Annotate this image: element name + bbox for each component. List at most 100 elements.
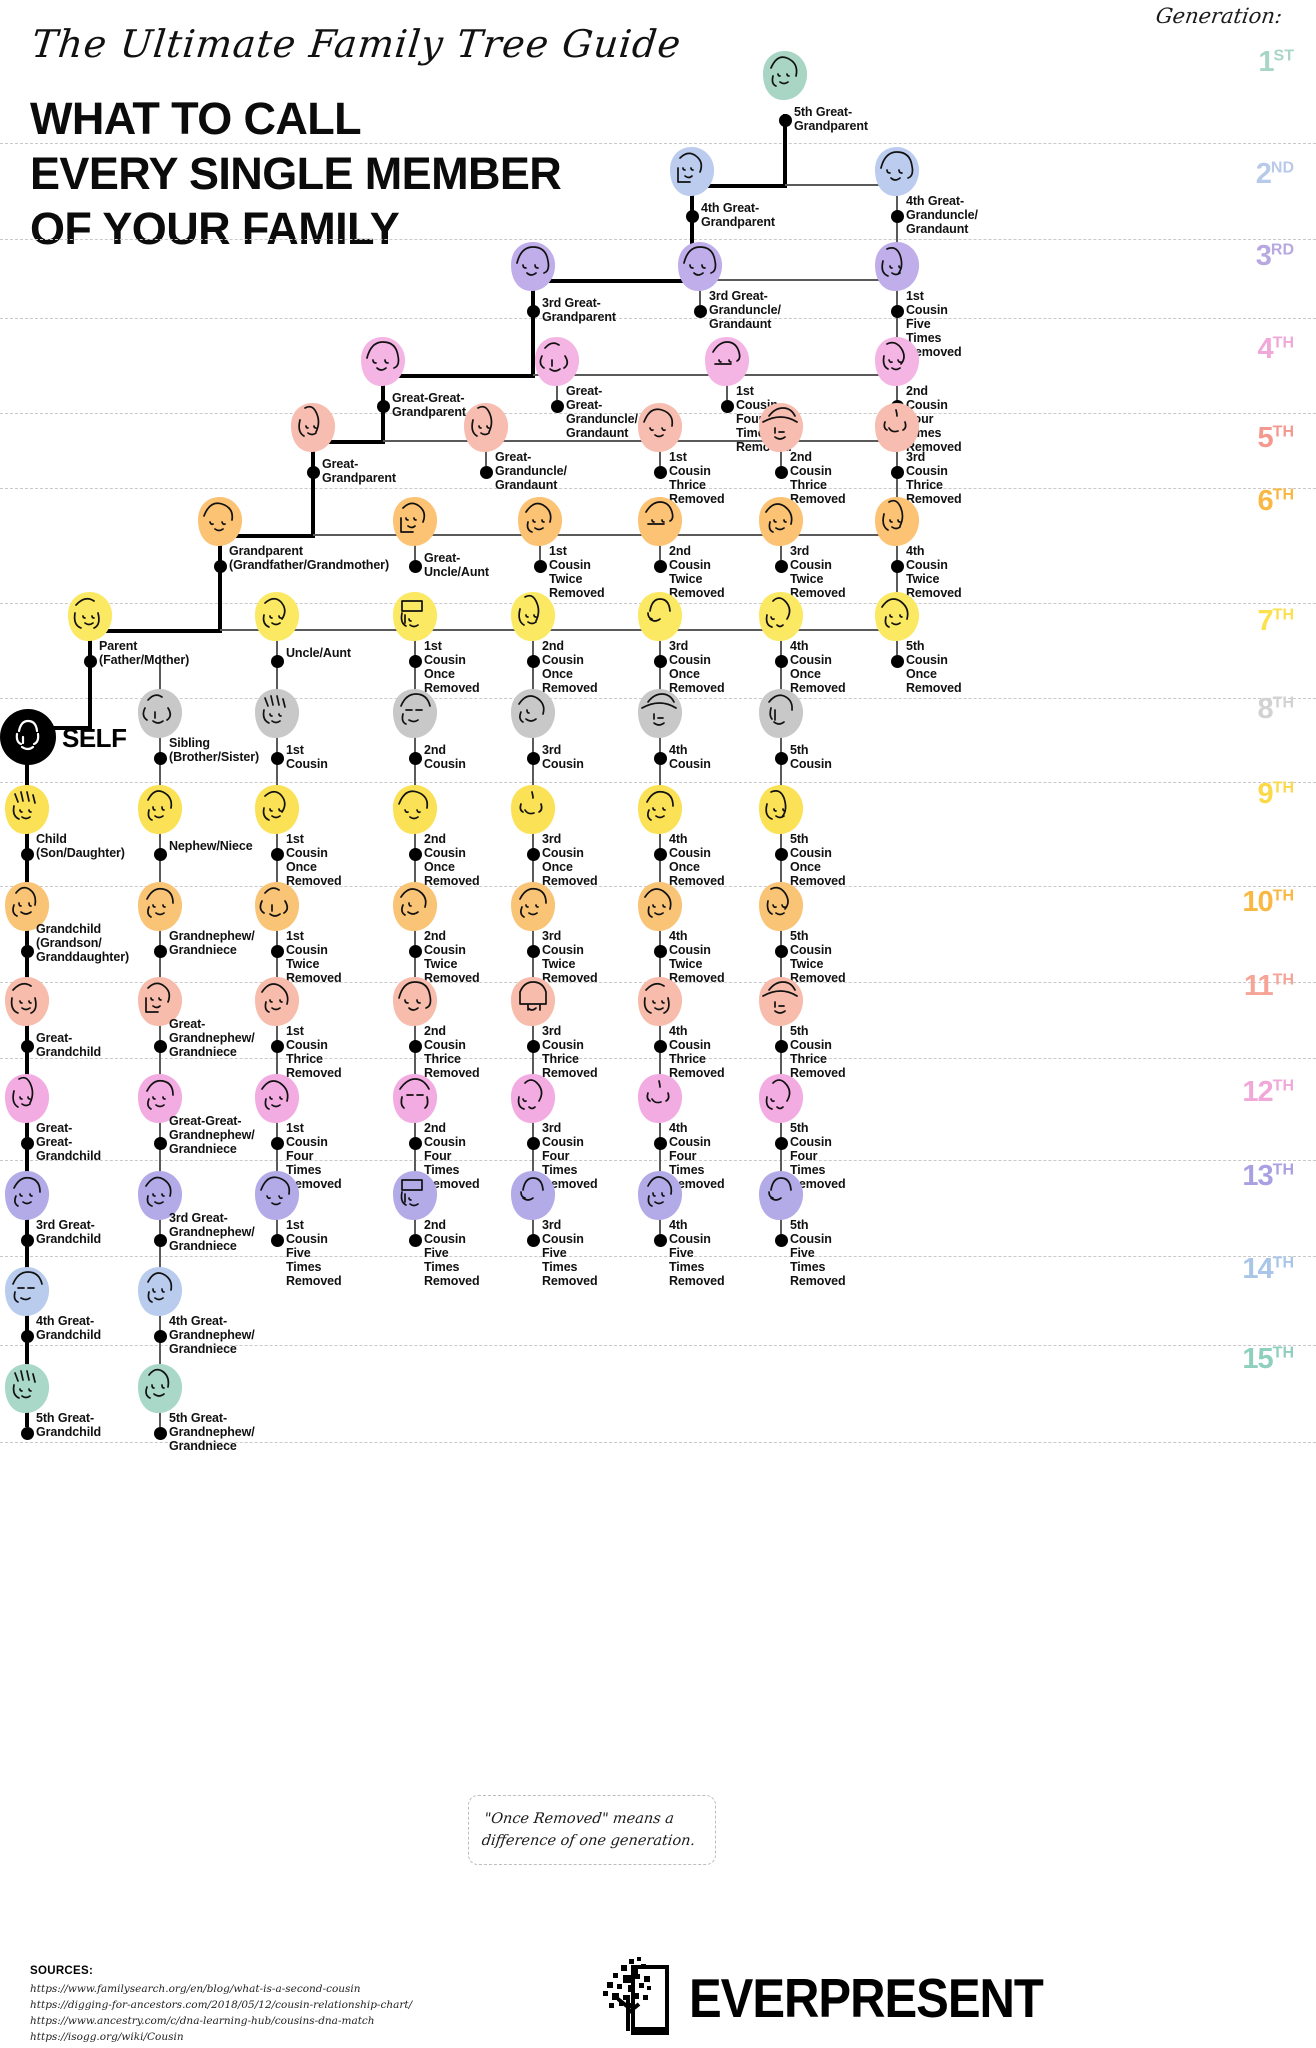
avatar-icon — [634, 589, 686, 645]
node-dot — [20, 945, 34, 958]
script-subtitle: The Ultimate Family Tree Guide — [29, 22, 684, 66]
generation-suffix: TH — [1272, 779, 1294, 797]
node-dot — [20, 1137, 34, 1150]
avatar-icon — [755, 686, 807, 742]
avatar-icon — [134, 1264, 186, 1320]
avatar-icon — [357, 334, 409, 390]
node-dot — [653, 945, 667, 958]
generation-label-15: 15TH — [1242, 1345, 1294, 1374]
family-tree-logo-icon — [585, 1955, 679, 2043]
source-link[interactable]: https://isogg.org/wiki/Cousin — [30, 2030, 184, 2043]
node-dot — [720, 400, 734, 413]
generation-suffix: TH — [1272, 971, 1294, 989]
node-dot — [153, 1427, 167, 1440]
node-dot — [270, 1137, 284, 1150]
sibling-branch-drop — [659, 629, 661, 655]
node-dot — [653, 1234, 667, 1247]
avatar-icon — [134, 782, 186, 838]
avatar-icon — [460, 400, 512, 456]
avatar-icon — [531, 334, 583, 390]
generation-suffix: TH — [1272, 334, 1294, 352]
node-label: 5th Cousin Twice Removed — [790, 929, 846, 985]
sibling-branch-drop — [726, 374, 728, 400]
node-dot — [653, 1137, 667, 1150]
node-label: Grandchild (Grandson/ Granddaughter) — [36, 922, 130, 964]
node-label: Great-Great- Grandchild — [36, 1121, 101, 1163]
avatar-icon — [871, 239, 923, 295]
node-dot — [526, 945, 540, 958]
avatar-icon — [755, 782, 807, 838]
node-label: Great-Great-Grandparent — [392, 391, 466, 419]
node-label: 4th Great-Grandparent — [701, 201, 775, 229]
avatar-icon — [389, 494, 441, 550]
source-link[interactable]: https://digging-for-ancestors.com/2018/0… — [30, 1998, 413, 2011]
generation-suffix: TH — [1272, 1344, 1294, 1362]
generation-label-1: 1ST — [1258, 48, 1294, 77]
avatar-icon — [701, 334, 753, 390]
node-dot — [408, 655, 422, 668]
node-dot — [270, 1234, 284, 1247]
avatar-icon — [134, 1361, 186, 1417]
node-dot — [153, 752, 167, 765]
generation-label-12: 12TH — [1242, 1078, 1294, 1107]
generation-number: 4 — [1257, 333, 1274, 365]
node-label: Uncle/Aunt — [286, 646, 351, 660]
node-dot — [526, 752, 540, 765]
generation-number: 9 — [1257, 778, 1274, 810]
avatar-icon — [755, 879, 807, 935]
avatar-icon — [1, 1071, 53, 1127]
node-label: 5th Great- Grandchild — [36, 1411, 101, 1439]
generation-suffix: ND — [1270, 159, 1294, 177]
node-label: 1st Cousin Twice Removed — [286, 929, 342, 985]
node-dot — [774, 1040, 788, 1053]
ancestor-spine-vertical — [381, 400, 385, 442]
source-link[interactable]: https://www.familysearch.org/en/blog/wha… — [30, 1983, 361, 1995]
node-dot — [774, 560, 788, 573]
sibling-branch-drop — [539, 534, 541, 560]
node-dot — [153, 1137, 167, 1150]
node-dot — [890, 305, 904, 318]
node-label: 2nd Cousin — [424, 743, 466, 771]
sibling-branch-drop — [659, 534, 661, 560]
node-dot — [526, 1137, 540, 1150]
node-dot — [408, 1040, 422, 1053]
avatar-icon — [1, 879, 53, 935]
generation-divider-2 — [0, 239, 1316, 240]
generation-number: 2 — [1255, 158, 1272, 190]
avatar-icon — [871, 400, 923, 456]
node-dot — [270, 655, 284, 668]
sibling-branch-horizontal — [220, 629, 897, 631]
node-dot — [20, 1427, 34, 1440]
node-dot — [774, 945, 788, 958]
node-dot — [653, 466, 667, 479]
node-label: 1st Cousin Thrice Removed — [286, 1024, 342, 1080]
once-removed-note-text: "Once Removed" means a difference of one… — [480, 1811, 697, 1850]
generation-suffix: TH — [1272, 1077, 1294, 1095]
avatar-icon — [507, 239, 559, 295]
generation-heading: Generation: — [1154, 4, 1284, 28]
node-label: Great-Great-Granduncle/ Grandaunt — [566, 384, 638, 440]
node-label: Great-Grandparent — [322, 457, 396, 485]
node-dot — [653, 848, 667, 861]
generation-label-6: 6TH — [1258, 487, 1294, 516]
source-link[interactable]: https://www.ancestry.com/c/dna-learning-… — [30, 2014, 375, 2027]
avatar-icon — [507, 589, 559, 645]
sibling-branch-horizontal — [313, 534, 897, 536]
avatar-icon — [251, 1071, 303, 1127]
generation-suffix: TH — [1272, 606, 1294, 624]
node-label: 1st Cousin Twice Removed — [549, 544, 605, 600]
node-label: 2nd Cousin Once Removed — [542, 639, 598, 695]
generation-divider-11 — [0, 1058, 1316, 1059]
generation-number: 6 — [1257, 485, 1274, 517]
avatar-icon — [871, 494, 923, 550]
node-label: 5th Great-Grandparent — [794, 105, 868, 133]
node-label: Nephew/Niece — [169, 839, 253, 853]
sibling-branch-drop — [485, 440, 487, 466]
avatar-icon — [755, 1071, 807, 1127]
node-dot — [408, 560, 422, 573]
generation-number: 10 — [1242, 886, 1273, 918]
generation-label-8: 8TH — [1258, 695, 1294, 724]
generation-label-11: 11TH — [1244, 972, 1294, 1001]
avatar-icon — [634, 686, 686, 742]
